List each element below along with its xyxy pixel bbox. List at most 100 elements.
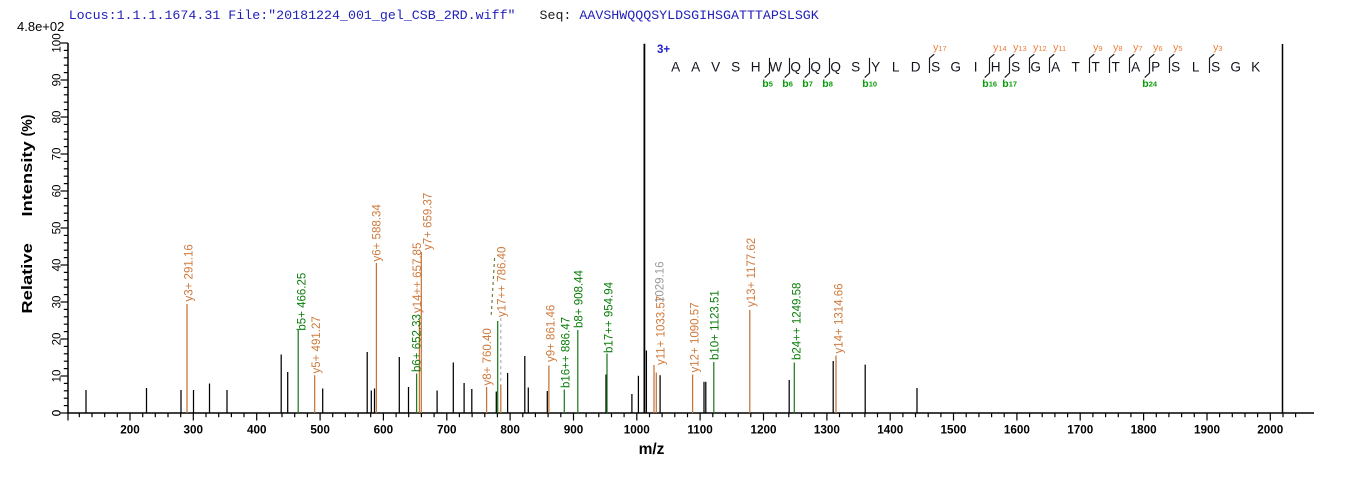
svg-text:400: 400 xyxy=(247,424,267,437)
svg-text:1700: 1700 xyxy=(1067,424,1094,437)
svg-text:H: H xyxy=(751,60,761,75)
svg-text:b24: b24 xyxy=(1142,78,1158,90)
svg-text:40: 40 xyxy=(52,259,64,272)
svg-text:A: A xyxy=(671,60,681,75)
svg-text:y14: y14 xyxy=(993,41,1007,53)
svg-text:Q: Q xyxy=(790,60,801,75)
svg-text:y13: y13 xyxy=(1013,41,1027,53)
svg-text:b6: b6 xyxy=(782,78,793,90)
svg-text:A: A xyxy=(691,60,701,75)
svg-text:G: G xyxy=(1230,60,1241,75)
svg-text:S: S xyxy=(731,60,740,75)
svg-text:A: A xyxy=(1131,60,1141,75)
svg-text:y9: y9 xyxy=(1093,41,1102,53)
svg-text:G: G xyxy=(950,60,961,75)
svg-text:L: L xyxy=(1192,60,1200,75)
svg-text:y17++ 786.40: y17++ 786.40 xyxy=(497,247,509,317)
svg-text:b10: b10 xyxy=(862,78,877,90)
svg-text:1000: 1000 xyxy=(624,424,651,437)
svg-text:y6+ 588.34: y6+ 588.34 xyxy=(371,204,383,262)
svg-text:20: 20 xyxy=(52,333,64,346)
svg-text:Q: Q xyxy=(810,60,821,75)
svg-text:y13+ 1177.62: y13+ 1177.62 xyxy=(746,238,758,307)
svg-text:T: T xyxy=(1072,60,1080,75)
svg-text:1029.16: 1029.16 xyxy=(655,261,667,303)
svg-text:y3: y3 xyxy=(1213,41,1222,53)
svg-text:b17++ 954.94: b17++ 954.94 xyxy=(603,281,615,353)
svg-text:I: I xyxy=(974,60,978,75)
svg-text:V: V xyxy=(711,60,720,75)
svg-text:b17: b17 xyxy=(1002,78,1017,90)
svg-text:1900: 1900 xyxy=(1194,424,1221,437)
svg-text:2000: 2000 xyxy=(1257,424,1284,437)
svg-text:b7: b7 xyxy=(802,78,813,90)
svg-text:b8: b8 xyxy=(822,78,833,90)
svg-text:T: T xyxy=(1112,60,1120,75)
svg-text:600: 600 xyxy=(374,424,394,437)
svg-text:30: 30 xyxy=(52,296,64,309)
svg-text:4.8e+02: 4.8e+02 xyxy=(17,19,64,34)
svg-text:m/z: m/z xyxy=(639,441,665,458)
svg-text:100: 100 xyxy=(52,33,64,52)
svg-text:1200: 1200 xyxy=(750,424,777,437)
svg-text:b8+ 908.44: b8+ 908.44 xyxy=(574,270,586,328)
svg-text:y12+ 1090.57: y12+ 1090.57 xyxy=(689,302,701,372)
svg-text:b6+ 652.33: b6+ 652.33 xyxy=(411,314,423,372)
svg-text:y7+ 659.37: y7+ 659.37 xyxy=(422,193,434,250)
svg-text:300: 300 xyxy=(184,424,204,437)
svg-text:y6: y6 xyxy=(1153,41,1162,53)
svg-text:G: G xyxy=(1030,60,1041,75)
svg-text:A: A xyxy=(1051,60,1061,75)
svg-text:b10+ 1123.51: b10+ 1123.51 xyxy=(710,290,722,360)
svg-text:80: 80 xyxy=(52,111,64,124)
svg-text:S: S xyxy=(1211,60,1220,75)
svg-text:y11+ 1033.57: y11+ 1033.57 xyxy=(656,296,668,365)
svg-text:1800: 1800 xyxy=(1131,424,1158,437)
svg-text:D: D xyxy=(911,60,921,75)
svg-text:P: P xyxy=(1151,60,1160,75)
svg-text:800: 800 xyxy=(500,424,520,437)
svg-text:S: S xyxy=(851,60,860,75)
svg-text:b5: b5 xyxy=(762,78,773,90)
svg-text:900: 900 xyxy=(564,424,584,437)
svg-text:50: 50 xyxy=(52,222,64,235)
svg-text:Locus:1.1.1.1674.31 File:"2018: Locus:1.1.1.1674.31 File:"20181224_001_g… xyxy=(69,8,819,23)
svg-text:70: 70 xyxy=(52,148,64,161)
svg-text:y9+ 861.46: y9+ 861.46 xyxy=(545,305,557,362)
svg-text:b16++ 886.47: b16++ 886.47 xyxy=(560,317,572,388)
svg-text:S: S xyxy=(1011,60,1020,75)
svg-text:1600: 1600 xyxy=(1004,424,1031,437)
svg-text:y8+ 760.40: y8+ 760.40 xyxy=(482,328,494,385)
svg-text:H: H xyxy=(991,60,1001,75)
svg-text:S: S xyxy=(931,60,940,75)
svg-text:RelativeIntensity(%): RelativeIntensity(%) xyxy=(19,115,36,314)
svg-text:T: T xyxy=(1092,60,1100,75)
svg-text:y17: y17 xyxy=(933,41,947,53)
svg-text:L: L xyxy=(892,60,900,75)
svg-text:W: W xyxy=(769,60,782,75)
svg-text:b16: b16 xyxy=(982,78,997,90)
svg-text:10: 10 xyxy=(52,370,64,383)
svg-text:y12: y12 xyxy=(1033,41,1047,53)
svg-text:200: 200 xyxy=(120,424,140,437)
svg-text:3+: 3+ xyxy=(657,44,670,56)
svg-text:y14++ 657.85: y14++ 657.85 xyxy=(412,243,424,313)
svg-text:1300: 1300 xyxy=(814,424,841,437)
svg-text:y3+ 291.16: y3+ 291.16 xyxy=(183,244,195,301)
svg-text:y7: y7 xyxy=(1133,41,1142,53)
svg-text:60: 60 xyxy=(52,185,64,198)
svg-text:1500: 1500 xyxy=(940,424,967,437)
svg-text:Q: Q xyxy=(830,60,841,75)
svg-text:1100: 1100 xyxy=(687,424,713,437)
svg-text:y14+ 1314.66: y14+ 1314.66 xyxy=(834,283,846,353)
svg-text:S: S xyxy=(1171,60,1180,75)
svg-text:y5+ 491.27: y5+ 491.27 xyxy=(311,316,323,373)
svg-text:b24++ 1249.58: b24++ 1249.58 xyxy=(791,283,803,360)
svg-text:90: 90 xyxy=(52,74,64,87)
svg-text:Y: Y xyxy=(871,60,880,75)
svg-text:1400: 1400 xyxy=(877,424,904,437)
svg-text:0: 0 xyxy=(52,410,64,416)
svg-text:y8: y8 xyxy=(1113,41,1122,53)
svg-text:500: 500 xyxy=(310,424,330,437)
svg-text:K: K xyxy=(1251,60,1260,75)
